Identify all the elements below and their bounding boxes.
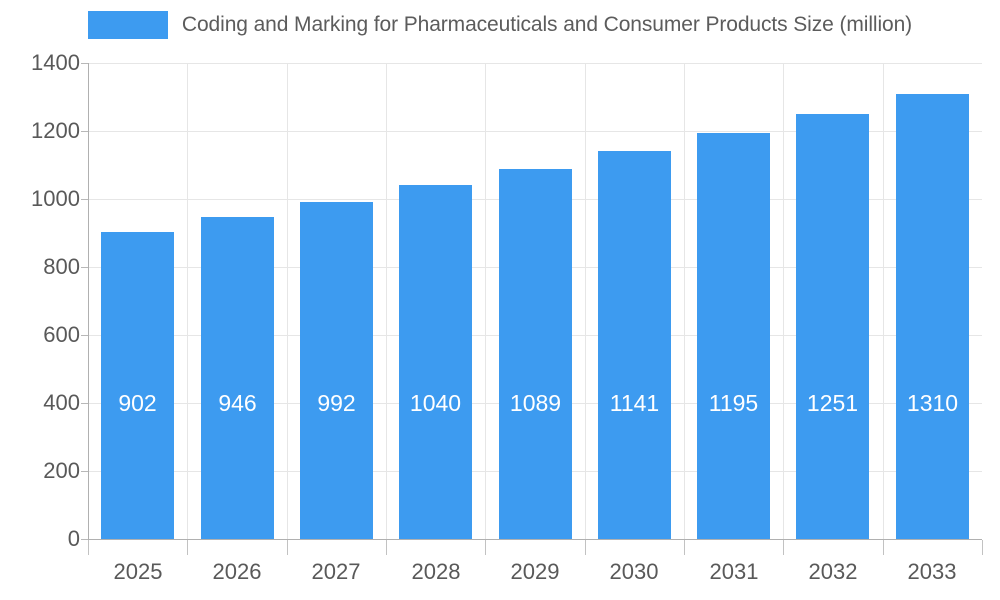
x-tick-mark xyxy=(485,540,486,555)
gridline-horizontal xyxy=(88,131,982,132)
gridline-vertical xyxy=(783,63,784,539)
gridline-horizontal xyxy=(88,63,982,64)
y-tick-label: 1400 xyxy=(31,50,80,75)
y-tick-mark xyxy=(81,267,88,268)
bar-2025[interactable]: 902 xyxy=(101,232,174,539)
y-tick-mark xyxy=(81,471,88,472)
y-tick-mark xyxy=(81,539,88,540)
bar-value-label: 1141 xyxy=(609,390,660,417)
x-tick-label-2030: 2030 xyxy=(609,559,659,584)
gridline-vertical xyxy=(585,63,586,539)
x-tick-label-2031: 2031 xyxy=(709,559,759,584)
gridline-vertical xyxy=(485,63,486,539)
y-axis-tick-labels: 0 200 400 600 800 1000 1200 1400 xyxy=(0,0,80,600)
y-tick-mark xyxy=(81,335,88,336)
x-axis-line xyxy=(88,539,982,540)
bar-value-label: 946 xyxy=(218,390,257,417)
bar-2033[interactable]: 1310 xyxy=(896,93,969,539)
x-tick-mark xyxy=(883,540,884,555)
bar-value-label: 992 xyxy=(317,389,356,416)
legend-series-label: Coding and Marking for Pharmaceuticals a… xyxy=(181,13,913,36)
x-tick-mark xyxy=(783,540,784,555)
plot-area: 902 946 992 1040 1089 1141 1195 1251 1310 xyxy=(88,63,982,540)
legend-color-swatch xyxy=(87,11,168,39)
y-tick-mark xyxy=(81,199,88,200)
bar-value-label: 1040 xyxy=(409,390,462,417)
x-tick-label-2029: 2029 xyxy=(510,559,560,584)
x-tick-mark xyxy=(585,540,586,555)
bar-2026[interactable]: 946 xyxy=(201,217,274,539)
y-tick-mark xyxy=(81,63,88,64)
bar-2030[interactable]: 1141 xyxy=(598,151,671,539)
x-tick-mark xyxy=(187,540,188,555)
x-tick-mark xyxy=(684,540,685,555)
x-tick-mark xyxy=(386,540,387,555)
bar-value-label: 1195 xyxy=(708,389,759,416)
x-tick-label-2027: 2027 xyxy=(311,559,361,584)
x-tick-label-2028: 2028 xyxy=(411,559,461,584)
y-tick-mark xyxy=(81,403,88,404)
bar-value-label: 1089 xyxy=(509,389,562,416)
y-tick-label: 1000 xyxy=(31,186,80,211)
y-tick-label: 400 xyxy=(43,390,80,415)
bar-2027[interactable]: 992 xyxy=(300,201,373,539)
y-tick-label: 800 xyxy=(43,254,80,279)
bar-value-label: 1251 xyxy=(806,389,859,416)
x-tick-label-2032: 2032 xyxy=(808,559,858,584)
x-tick-mark xyxy=(982,540,983,555)
bar-2031[interactable]: 1195 xyxy=(697,132,770,539)
bar-value-label: 1310 xyxy=(906,389,959,416)
chart-legend: Coding and Marking for Pharmaceuticals a… xyxy=(0,0,1000,50)
bar-value-label: 902 xyxy=(118,390,157,417)
x-tick-label-2033: 2033 xyxy=(907,559,957,584)
bar-2028[interactable]: 1040 xyxy=(399,185,472,539)
x-tick-mark xyxy=(287,540,288,555)
gridline-vertical xyxy=(883,63,884,539)
y-axis-line xyxy=(88,63,89,540)
y-tick-label: 600 xyxy=(43,322,80,347)
gridline-vertical xyxy=(386,63,387,539)
x-tick-label-2026: 2026 xyxy=(212,559,262,584)
gridline-vertical xyxy=(287,63,288,539)
bar-2029[interactable]: 1089 xyxy=(499,168,572,539)
gridline-vertical xyxy=(187,63,188,539)
y-tick-mark xyxy=(81,131,88,132)
y-tick-label: 0 xyxy=(67,526,80,551)
x-tick-mark xyxy=(88,540,89,555)
bar-2032[interactable]: 1251 xyxy=(796,113,869,539)
y-tick-label: 1200 xyxy=(31,118,80,143)
y-tick-label: 200 xyxy=(43,458,80,483)
x-tick-label-2025: 2025 xyxy=(113,559,163,584)
gridline-vertical xyxy=(684,63,685,539)
